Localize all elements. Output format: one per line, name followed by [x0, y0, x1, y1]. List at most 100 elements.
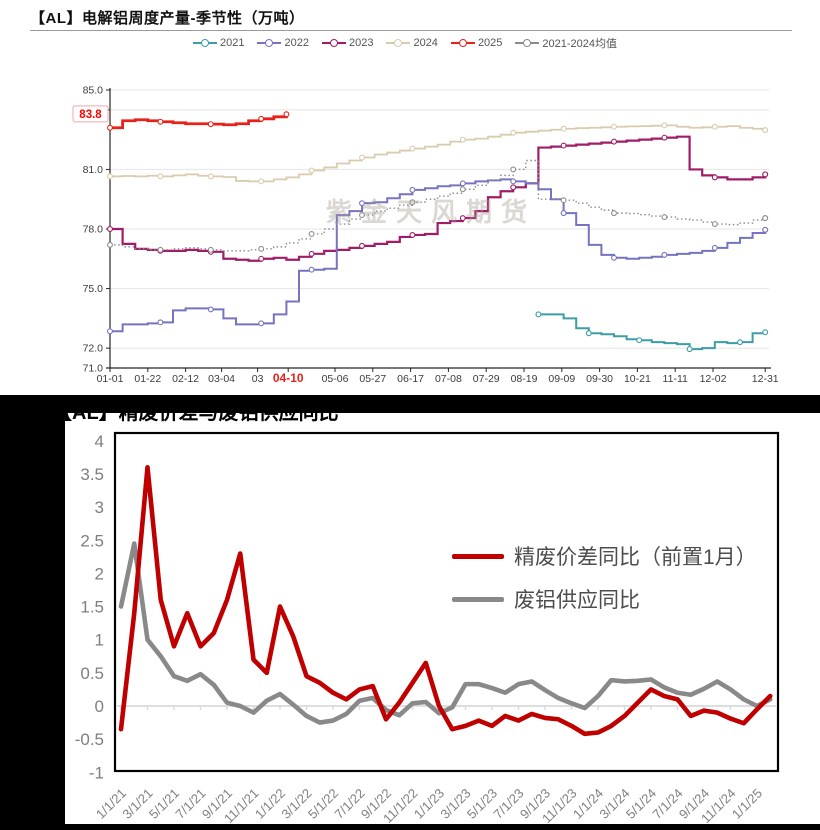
- x-axis-label: 12-02: [700, 373, 727, 385]
- series-marker: [207, 246, 214, 253]
- production-chart-title: 【AL】电解铝周度产量-季节性（万吨）: [30, 10, 305, 27]
- series-marker: [258, 255, 265, 262]
- legend-label: 2024: [413, 37, 438, 49]
- x-axis-label: 12-31: [752, 373, 779, 385]
- y-axis-label: -0.5: [75, 730, 104, 749]
- series-marker: [409, 199, 416, 206]
- legend-line-circle-icon: [386, 38, 411, 48]
- x-axis-label: 08-19: [511, 373, 538, 385]
- series-marker: [510, 184, 517, 191]
- legend-label: 2025: [477, 37, 503, 49]
- x-axis-label: 01-22: [134, 373, 161, 385]
- series-2021-2024均值: [107, 159, 769, 253]
- x-axis-label: 03: [252, 373, 264, 385]
- series-marker: [107, 241, 113, 248]
- series-2022: [107, 178, 769, 335]
- spread-chart-panel: 【AL】精废价差与废铝供应同比 4 3.5 3 2.5 2 1.5 1 0.5 0 -0.5 -1 1…: [0, 395, 820, 830]
- legend-label: 精废价差同比（前置1月）: [514, 546, 757, 569]
- y-axis-label: 85.0: [83, 85, 104, 97]
- series-marker: [459, 186, 466, 193]
- title-divider: [30, 30, 792, 31]
- series-marker: [258, 178, 265, 185]
- current-date-label: 04-10: [273, 371, 304, 385]
- series-marker: [510, 178, 517, 185]
- legend-line-circle-icon: [515, 38, 540, 48]
- series-marker: [359, 200, 365, 207]
- legend-item-2023: 2023: [321, 37, 373, 49]
- series-marker: [107, 173, 113, 180]
- black-top-bar: [0, 395, 820, 413]
- legend-item: 精废价差同比（前置1月）: [452, 541, 757, 571]
- series-marker: [560, 142, 567, 149]
- series-marker: [711, 123, 718, 130]
- series-marker: [409, 186, 416, 193]
- series-marker: [737, 339, 743, 346]
- series-marker: [459, 215, 466, 222]
- y-axis-label: 75.0: [83, 283, 104, 295]
- legend-item-2024: 2024: [386, 37, 438, 49]
- y-axis-label: 2.5: [80, 531, 104, 550]
- series-marker: [157, 246, 164, 253]
- series-marker: [157, 118, 164, 125]
- series-marker: [560, 125, 567, 132]
- series-marker: [510, 166, 517, 173]
- series-废铝供应同比: [118, 541, 773, 725]
- legend-label: 废铝供应同比: [514, 589, 640, 612]
- x-axis-label: 05-27: [359, 373, 386, 385]
- legend-line-circle-icon: [321, 38, 346, 48]
- y-axis-label: 1.5: [80, 598, 104, 617]
- x-axis-label: 02-12: [172, 373, 199, 385]
- y-axis-label: 0.5: [80, 664, 104, 683]
- series-line: [538, 313, 767, 351]
- y-axis-label: 2: [95, 564, 104, 583]
- legend-line-circle-icon: [450, 38, 475, 48]
- series-marker: [686, 346, 693, 353]
- legend-item-2022: 2022: [257, 37, 309, 49]
- series-marker: [258, 115, 265, 122]
- production-chart-canvas: 85.0 81.0 78.0 75.0 72.0 71.0 83.8 01-01 01-22 02…: [72, 85, 779, 385]
- y-axis-label: 1: [95, 631, 104, 650]
- legend-item: 废铝供应同比: [452, 584, 757, 614]
- spread-chart-canvas: 43.532.521.510.50-0.5-11/1/213/1/215/1/2…: [75, 431, 780, 826]
- legend-item-2021-2024均值: 2021-2024均值: [515, 35, 617, 51]
- legend-item-2025: 2025: [450, 37, 503, 49]
- series-marker: [711, 174, 718, 181]
- series-marker: [535, 311, 542, 318]
- series-marker: [661, 251, 668, 258]
- x-axis-label: 03-04: [208, 373, 235, 385]
- x-axis-label: 09-09: [548, 373, 575, 385]
- x-axis-label: 07-29: [473, 373, 500, 385]
- series-marker: [762, 226, 769, 233]
- series-marker: [762, 215, 769, 222]
- series-marker: [560, 210, 567, 217]
- series-marker: [636, 337, 643, 344]
- x-axis-label: 07-08: [435, 373, 462, 385]
- legend-line-circle-icon: [257, 38, 282, 48]
- series-marker: [762, 171, 769, 178]
- series-marker: [459, 180, 466, 187]
- legend-label: 2021: [220, 37, 245, 49]
- x-axis-label: 10-21: [624, 373, 651, 385]
- series-marker: [661, 122, 668, 129]
- black-bottom-bar: [0, 824, 820, 830]
- black-left-bar: [0, 395, 65, 830]
- x-axis-label: 01-01: [97, 373, 124, 385]
- legend-line-icon: [452, 553, 504, 559]
- y-axis-label: -1: [89, 763, 104, 782]
- series-marker: [258, 320, 265, 327]
- series-line: [110, 124, 767, 183]
- current-value-box: [72, 105, 109, 123]
- series-marker: [308, 266, 315, 273]
- series-marker: [107, 328, 113, 335]
- y-axis-label: 3.5: [80, 465, 104, 484]
- x-axis-label: 06-17: [397, 373, 424, 385]
- legend-label: 2021-2024均值: [542, 38, 618, 50]
- y-axis-label: 71.0: [83, 363, 104, 375]
- series-marker: [107, 124, 113, 131]
- plot-border: [113, 431, 780, 773]
- y-axis-label: 81.0: [83, 164, 104, 176]
- x-axis-label: 05-06: [322, 373, 349, 385]
- series-marker: [308, 231, 315, 237]
- legend-line-icon: [452, 596, 504, 602]
